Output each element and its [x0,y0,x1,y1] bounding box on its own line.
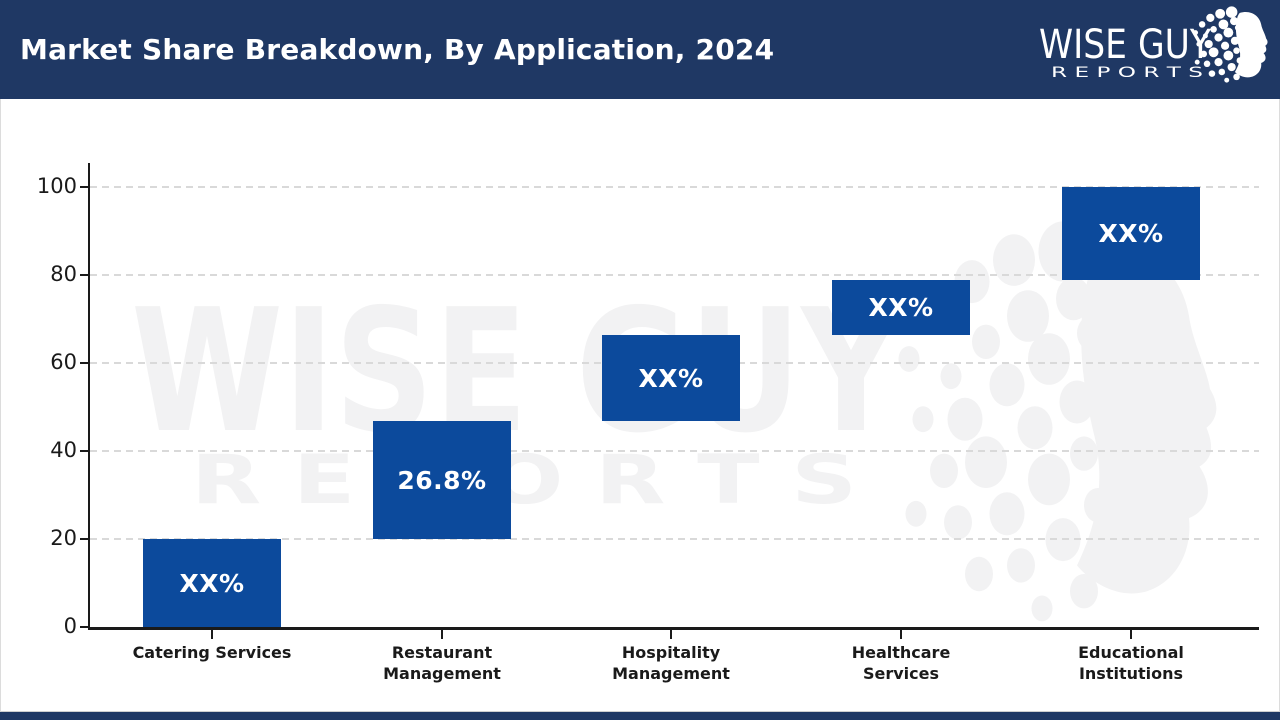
y-tick-80 [80,274,90,276]
x-label-line: Services [862,664,940,683]
x-label-line: Institutions [1078,664,1184,683]
bar-healthcare-services: XX% [832,280,970,336]
wise-guy-reports-logo: WISE GUY R E P O R T S [1039,6,1268,83]
gridline-100 [90,186,1259,188]
y-tick-label-40: 40 [50,438,77,462]
watermark-wordmark: WISE GUY [131,273,903,471]
x-tick-hospitality-management [670,630,672,639]
bar-value-label: 26.8% [397,465,487,495]
x-label-educational-institutions: Educational Institutions [1016,642,1246,684]
watermark-logo: WISE GUY R E P O R T S [131,221,1217,622]
plot-area: 0 20 40 60 80 100 XX% Catering Services 26.8% Res… [1,99,1279,710]
bar-educational-institutions: XX% [1062,187,1200,281]
bar-value-label: XX% [868,293,934,323]
x-label-line: Management [612,664,730,683]
x-label-restaurant-management: Restaurant Management [327,642,557,684]
y-tick-60 [80,362,90,364]
gridline-20 [90,538,1259,540]
x-label-catering-services: Catering Services [97,642,327,663]
bar-value-label: XX% [179,568,245,598]
x-label-hospitality-management: Hospitality Management [556,642,786,684]
x-label-line: Hospitality [621,643,721,662]
x-label-line: Educational [1078,643,1184,662]
chart-canvas: WISE GUY R E P O R T S 0 20 40 60 80 100 XX% Ca… [0,99,1280,712]
footer-bar [0,712,1280,720]
y-tick-label-20: 20 [50,526,77,550]
y-tick-20 [80,538,90,540]
y-tick-label-80: 80 [50,262,77,286]
x-label-line: Management [383,664,501,683]
gridline-80 [90,274,1259,276]
bar-restaurant-management: 26.8% [373,421,511,539]
page-title: Market Share Breakdown, By Application, … [20,33,775,66]
y-axis [88,163,90,630]
x-label-healthcare-services: Healthcare Services [786,642,1016,684]
logo-wordmark: WISE GUY [1039,22,1211,68]
x-label-line: Healthcare [851,643,951,662]
bar-hospitality-management: XX% [602,335,740,422]
x-tick-restaurant-management [441,630,443,639]
y-tick-label-60: 60 [50,350,77,374]
bar-catering-services: XX% [143,539,281,627]
x-label-line: Catering Services [132,643,292,662]
bar-value-label: XX% [638,363,704,393]
y-tick-label-0: 0 [63,614,77,638]
gridline-40 [90,450,1259,452]
x-tick-catering-services [211,630,213,639]
watermark-subtitle: R E P O R T S [191,441,857,520]
bar-value-label: XX% [1098,219,1164,249]
y-tick-label-100: 100 [36,174,77,198]
logo-subtitle: R E P O R T S [1051,65,1203,81]
x-axis [88,627,1259,630]
x-label-line: Restaurant [391,643,493,662]
y-tick-100 [80,186,90,188]
x-tick-educational-institutions [1130,630,1132,639]
y-tick-0 [80,626,90,628]
header-bar: Market Share Breakdown, By Application, … [0,0,1280,99]
x-tick-healthcare-services [900,630,902,639]
y-tick-40 [80,450,90,452]
